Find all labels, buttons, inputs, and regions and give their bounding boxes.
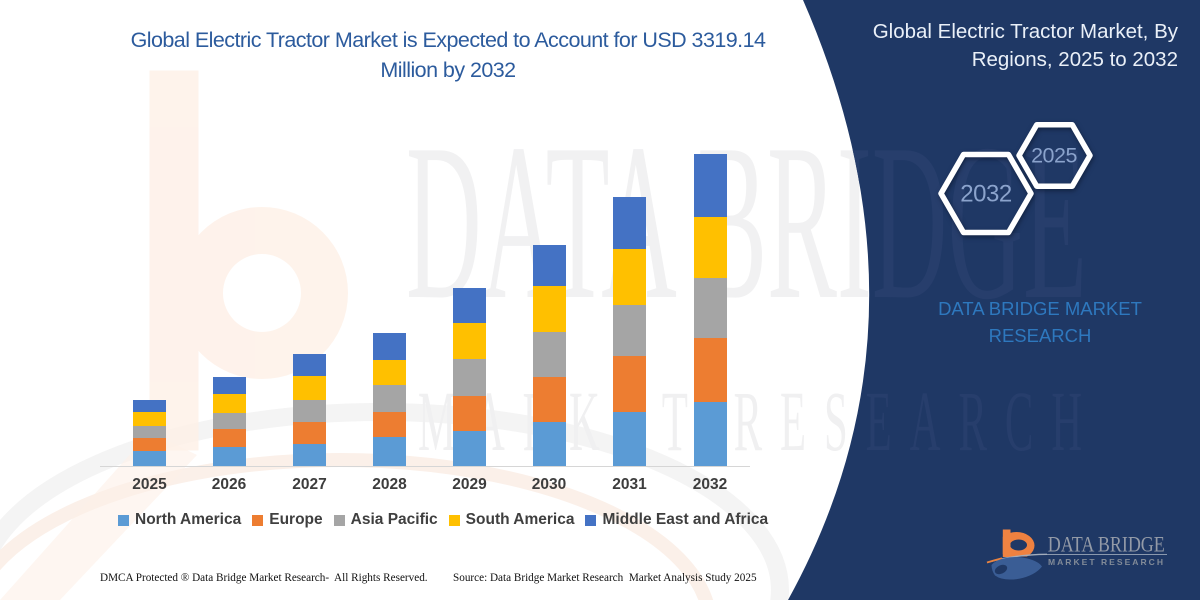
svg-text:MARKET RESEARCH: MARKET RESEARCH xyxy=(418,373,1100,469)
svg-text:2032: 2032 xyxy=(960,181,1012,208)
svg-text:MARKET RESEARCH: MARKET RESEARCH xyxy=(1048,557,1165,567)
svg-text:2025: 2025 xyxy=(1031,144,1077,168)
svg-text:DATA BRIDGE: DATA BRIDGE xyxy=(1048,531,1165,556)
